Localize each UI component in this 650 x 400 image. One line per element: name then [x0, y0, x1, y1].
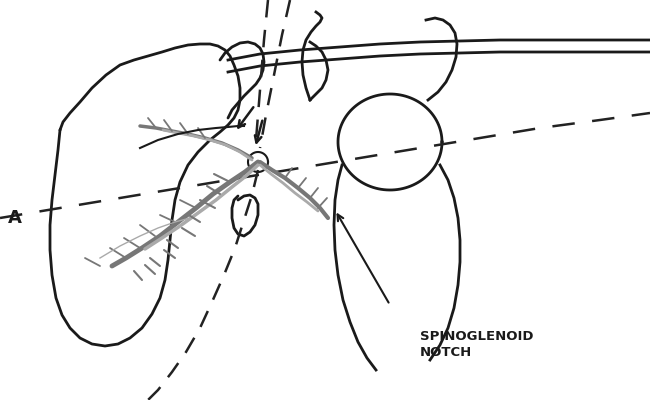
- Text: A: A: [8, 209, 22, 227]
- Text: NOTCH: NOTCH: [420, 346, 473, 359]
- Text: SPINOGLENOID: SPINOGLENOID: [420, 330, 534, 343]
